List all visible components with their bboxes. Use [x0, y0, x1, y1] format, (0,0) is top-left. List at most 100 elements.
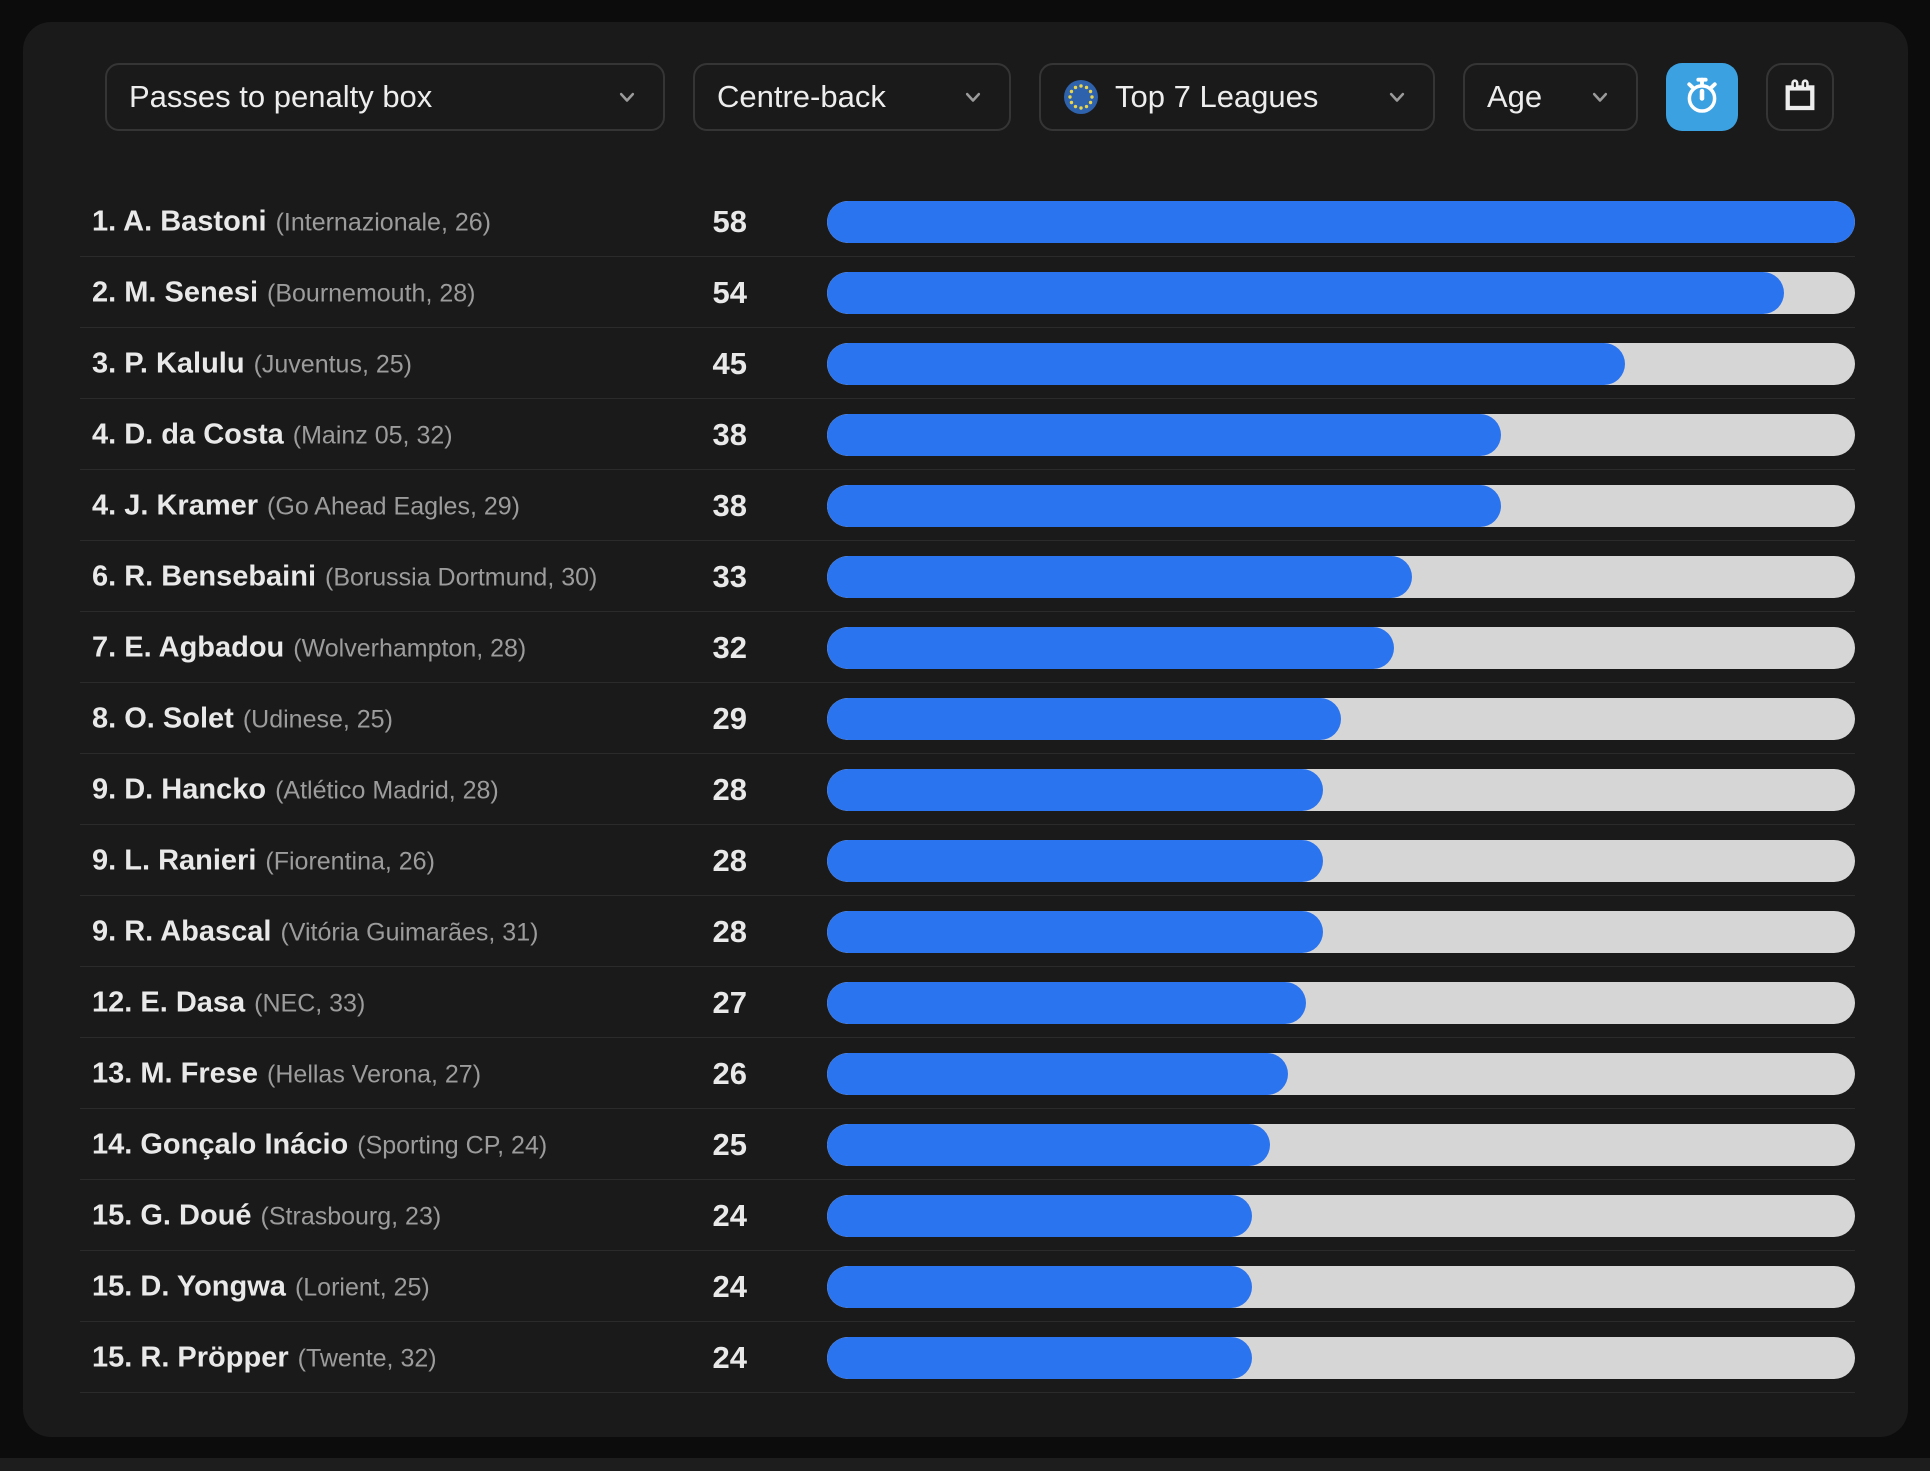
player-label[interactable]: 9. L. Ranieri (Fiorentina, 26): [92, 844, 435, 877]
player-label[interactable]: 13. M. Frese (Hellas Verona, 27): [92, 1057, 481, 1090]
stat-bar-fill: [827, 626, 1395, 669]
stat-value: 33: [712, 558, 747, 594]
age-dropdown[interactable]: Age: [1463, 63, 1638, 131]
timer-toggle-button[interactable]: [1666, 63, 1738, 131]
leaderboard-row: 3. P. Kalulu (Juventus, 25) 45: [23, 328, 1908, 399]
stat-bar-track: [827, 1265, 1855, 1308]
player-label[interactable]: 9. D. Hancko (Atlético Madrid, 28): [92, 773, 499, 806]
stat-bar-fill: [827, 1336, 1253, 1379]
stat-bar-track: [827, 839, 1855, 882]
stat-bar-track: [827, 200, 1855, 243]
player-label[interactable]: 15. D. Yongwa (Lorient, 25): [92, 1270, 430, 1303]
player-label[interactable]: 2. M. Senesi (Bournemouth, 28): [92, 276, 475, 309]
stat-bar-track: [827, 413, 1855, 456]
stat-value: 54: [712, 274, 747, 310]
leaderboard-row: 9. R. Abascal (Vitória Guimarães, 31) 28: [23, 896, 1908, 967]
stat-value: 24: [712, 1197, 747, 1233]
league-dropdown[interactable]: Top 7 Leagues: [1039, 63, 1435, 131]
calendar-button[interactable]: [1766, 63, 1834, 131]
eu-flag-icon: [1063, 79, 1099, 115]
player-club-age: (Hellas Verona, 27): [267, 1060, 482, 1088]
league-dropdown-label: Top 7 Leagues: [1115, 79, 1319, 114]
position-dropdown-label: Centre-back: [717, 79, 886, 114]
stat-value: 32: [712, 629, 747, 665]
leaderboard-row: 13. M. Frese (Hellas Verona, 27) 26: [23, 1038, 1908, 1109]
stat-bar-track: [827, 342, 1855, 385]
player-club-age: (Lorient, 25): [294, 1273, 430, 1301]
player-rank-name: 9. R. Abascal: [92, 915, 272, 947]
leaderboard-row: 7. E. Agbadou (Wolverhampton, 28) 32: [23, 612, 1908, 683]
player-label[interactable]: 4. D. da Costa (Mainz 05, 32): [92, 418, 453, 451]
leaderboard-row: 15. D. Yongwa (Lorient, 25) 24: [23, 1251, 1908, 1322]
stat-bar-fill: [827, 697, 1341, 740]
stat-bar-track: [827, 1052, 1855, 1095]
player-label[interactable]: 1. A. Bastoni (Internazionale, 26): [92, 205, 491, 238]
player-label[interactable]: 12. E. Dasa (NEC, 33): [92, 986, 365, 1019]
stat-value: 58: [712, 203, 747, 239]
chevron-down-icon: [1383, 83, 1411, 111]
player-rank-name: 6. R. Bensebaini: [92, 560, 317, 592]
leaderboard-row: 12. E. Dasa (NEC, 33) 27: [23, 967, 1908, 1038]
player-label[interactable]: 15. G. Doué (Strasbourg, 23): [92, 1199, 441, 1232]
stat-value: 28: [712, 771, 747, 807]
leaderboard-row: 2. M. Senesi (Bournemouth, 28) 54: [23, 257, 1908, 328]
stat-bar-fill: [827, 1265, 1253, 1308]
metric-dropdown-label: Passes to penalty box: [129, 79, 433, 114]
stat-bar-track: [827, 484, 1855, 527]
stat-bar-track: [827, 1123, 1855, 1166]
leaderboard-row: 9. D. Hancko (Atlético Madrid, 28) 28: [23, 754, 1908, 825]
bottom-strip: [0, 1458, 1930, 1471]
stat-value: 26: [712, 1055, 747, 1091]
player-label[interactable]: 14. Gonçalo Inácio (Sporting CP, 24): [92, 1128, 547, 1161]
stat-value: 28: [712, 842, 747, 878]
player-rank-name: 12. E. Dasa: [92, 986, 246, 1018]
player-rank-name: 3. P. Kalulu: [92, 347, 245, 379]
player-label[interactable]: 6. R. Bensebaini (Borussia Dortmund, 30): [92, 560, 597, 593]
stat-bar-fill: [827, 484, 1501, 527]
player-club-age: (Sporting CP, 24): [357, 1131, 548, 1159]
player-club-age: (Mainz 05, 32): [292, 421, 453, 449]
stat-value: 24: [712, 1268, 747, 1304]
stat-bar-fill: [827, 271, 1785, 314]
metric-dropdown[interactable]: Passes to penalty box: [105, 63, 665, 131]
player-label[interactable]: 8. O. Solet (Udinese, 25): [92, 702, 393, 735]
age-dropdown-label: Age: [1487, 79, 1543, 114]
stat-bar-track: [827, 626, 1855, 669]
leaderboard-row: 1. A. Bastoni (Internazionale, 26) 58: [23, 186, 1908, 257]
player-club-age: (Juventus, 25): [253, 350, 412, 378]
stat-value: 45: [712, 345, 747, 381]
player-club-age: (Atlético Madrid, 28): [275, 776, 499, 804]
player-label[interactable]: 4. J. Kramer (Go Ahead Eagles, 29): [92, 489, 520, 522]
player-rank-name: 9. L. Ranieri: [92, 844, 257, 876]
player-label[interactable]: 9. R. Abascal (Vitória Guimarães, 31): [92, 915, 538, 948]
player-rank-name: 2. M. Senesi: [92, 276, 259, 308]
stat-value: 24: [712, 1339, 747, 1375]
player-label[interactable]: 3. P. Kalulu (Juventus, 25): [92, 347, 412, 380]
stat-bar-fill: [827, 1052, 1288, 1095]
stat-value: 38: [712, 487, 747, 523]
player-club-age: (Vitória Guimarães, 31): [280, 918, 539, 946]
stat-bar-fill: [827, 839, 1324, 882]
player-club-age: (Internazionale, 26): [275, 208, 491, 236]
position-dropdown[interactable]: Centre-back: [693, 63, 1011, 131]
player-label[interactable]: 7. E. Agbadou (Wolverhampton, 28): [92, 631, 526, 664]
stat-bar-fill: [827, 768, 1324, 811]
stat-bar-track: [827, 271, 1855, 314]
player-club-age: (Udinese, 25): [242, 705, 393, 733]
player-club-age: (Bournemouth, 28): [267, 279, 476, 307]
stat-bar-fill: [827, 910, 1324, 953]
stat-bar-track: [827, 981, 1855, 1024]
player-club-age: (Go Ahead Eagles, 29): [267, 492, 520, 520]
leaderboard-row: 6. R. Bensebaini (Borussia Dortmund, 30) …: [23, 541, 1908, 612]
player-rank-name: 4. J. Kramer: [92, 489, 259, 521]
leaderboard-row: 8. O. Solet (Udinese, 25) 29: [23, 683, 1908, 754]
stats-card: Passes to penalty box Centre-back: [23, 22, 1908, 1437]
player-label[interactable]: 15. R. Pröpper (Twente, 32): [92, 1341, 437, 1374]
player-rank-name: 15. D. Yongwa: [92, 1270, 286, 1302]
stat-bar-track: [827, 910, 1855, 953]
leaderboard-row: 14. Gonçalo Inácio (Sporting CP, 24) 25: [23, 1109, 1908, 1180]
stat-bar-fill: [827, 1194, 1253, 1237]
chevron-down-icon: [959, 83, 987, 111]
stat-bar-track: [827, 768, 1855, 811]
filter-bar: Passes to penalty box Centre-back: [105, 63, 1834, 131]
